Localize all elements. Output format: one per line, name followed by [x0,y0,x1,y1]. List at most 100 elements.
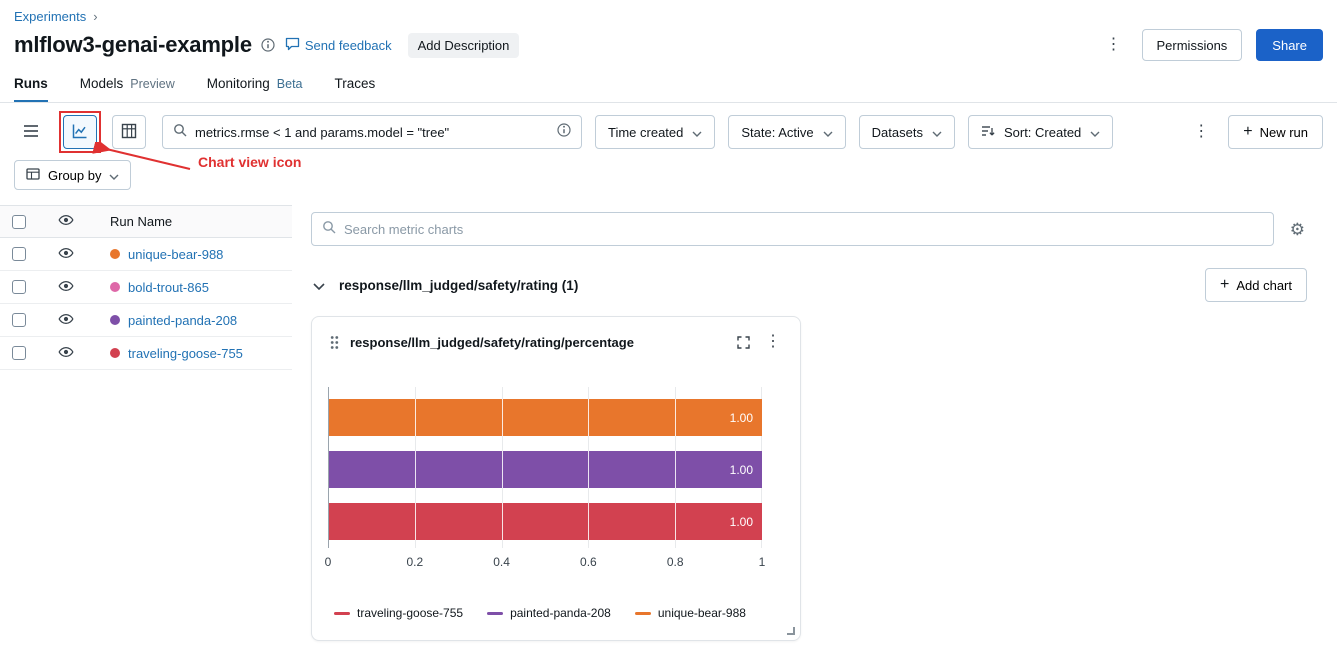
metric-charts-search-input[interactable] [344,221,1263,237]
tab-bar: Runs Models Preview Monitoring Beta Trac… [0,74,1337,103]
visibility-toggle[interactable] [56,244,110,265]
section-collapse-button[interactable] [311,276,327,295]
bar-value-label: 1.00 [729,410,753,425]
metric-section-header: response/llm_judged/safety/rating (1) + … [311,268,1307,302]
resize-handle[interactable] [787,627,795,635]
group-by-button[interactable]: Group by [14,160,132,190]
visibility-all-toggle[interactable] [56,211,110,232]
x-axis: 0 0.2 0.4 0.6 0.8 1 [325,548,766,570]
new-run-button[interactable]: + New run [1228,115,1323,149]
visibility-toggle[interactable] [56,310,110,331]
tab-models[interactable]: Models Preview [80,74,175,102]
legend-item[interactable]: unique-bear-988 [634,606,746,620]
visibility-toggle[interactable] [56,277,110,298]
breadcrumb-chevron-icon: › [93,9,98,24]
legend-label: painted-panda-208 [510,606,611,620]
run-link[interactable]: unique-bear-988 [128,246,224,262]
filter-time-created-label: Time created [608,124,684,140]
add-chart-button[interactable]: + Add chart [1205,268,1307,302]
search-info-icon[interactable] [557,122,571,142]
bar-chart-plot: 1.00 1.00 1.00 [328,387,762,548]
list-view-icon [23,124,39,141]
table-row: traveling-goose-755 [0,337,292,370]
run-color-dot [110,282,120,292]
run-link[interactable]: traveling-goose-755 [128,345,243,361]
row-checkbox[interactable] [12,313,26,327]
eye-icon [58,279,74,296]
group-by-label: Group by [48,167,102,183]
chart-bar: 1.00 [329,451,762,488]
filter-time-created[interactable]: Time created [595,115,716,149]
table-row: painted-panda-208 [0,304,292,337]
feedback-bubble-icon [285,37,300,54]
sort-dropdown-label: Sort: Created [1003,124,1082,140]
chart-kebab-menu[interactable]: ⋮ [762,331,784,353]
list-view-button[interactable] [14,115,48,149]
header-kebab-menu[interactable]: ⋮ [1100,33,1128,57]
eye-icon [58,345,74,362]
legend-swatch [634,611,651,615]
plus-icon: + [1243,123,1253,140]
new-run-label: New run [1259,124,1308,140]
run-name-column-header: Run Name [110,214,173,229]
metric-charts-search-box [311,212,1274,246]
table-row: unique-bear-988 [0,238,292,271]
send-feedback-label: Send feedback [304,37,392,53]
permissions-button[interactable]: Permissions [1141,29,1243,61]
info-icon[interactable] [261,38,275,52]
tab-traces-label: Traces [334,76,376,91]
run-link[interactable]: painted-panda-208 [128,312,238,328]
table-view-button[interactable] [112,115,146,149]
chart-view-button[interactable]: Chart view icon [59,111,301,170]
x-tick: 0.8 [666,555,684,569]
run-link[interactable]: bold-trout-865 [128,279,209,295]
row-checkbox[interactable] [12,346,26,360]
header-actions: ⋮ Permissions Share [1100,29,1323,61]
table-row: bold-trout-865 [0,271,292,304]
bar-value-label: 1.00 [729,514,753,529]
eye-icon [58,312,74,329]
tab-monitoring-label: Monitoring [206,76,270,91]
toolbar-kebab-menu[interactable]: ⋮ [1187,120,1215,144]
runs-table-header: Run Name [0,205,292,238]
run-color-dot [110,315,120,325]
plus-icon: + [1220,276,1230,293]
sort-dropdown[interactable]: Sort: Created [967,115,1114,149]
legend-label: unique-bear-988 [657,606,746,620]
run-color-dot [110,348,120,358]
tab-monitoring[interactable]: Monitoring Beta [207,74,303,102]
sort-icon [981,125,995,140]
gear-icon[interactable]: ⚙ [1289,219,1305,239]
filter-datasets[interactable]: Datasets [858,115,955,149]
add-description-button[interactable]: Add Description [407,32,520,58]
search-icon [322,220,336,239]
tab-models-tag: Preview [130,76,175,91]
charts-search-row: ⚙ [311,212,1307,246]
chart-legend: traveling-goose-755 painted-panda-208 un… [328,606,784,620]
tab-traces[interactable]: Traces [335,74,376,102]
filter-state[interactable]: State: Active [728,115,846,149]
drag-handle-icon[interactable] [328,333,341,352]
group-by-icon [26,167,40,183]
runs-table: Run Name unique-bear-988 [0,205,292,370]
x-tick: 0.6 [580,555,597,569]
chevron-down-icon [932,125,942,140]
legend-item[interactable]: traveling-goose-755 [334,606,463,620]
tab-runs[interactable]: Runs [14,74,48,102]
chevron-down-icon [109,168,119,183]
select-all-checkbox[interactable] [12,214,26,229]
row-checkbox[interactable] [12,280,26,294]
breadcrumb-experiments-link[interactable]: Experiments [14,9,87,24]
send-feedback-link[interactable]: Send feedback [285,37,392,54]
legend-swatch [487,611,504,615]
filter-datasets-label: Datasets [871,124,923,140]
runs-search-input[interactable] [195,124,549,140]
expand-icon[interactable] [734,333,753,352]
bar-value-label: 1.00 [729,462,753,477]
tab-runs-label: Runs [14,76,48,91]
legend-item[interactable]: painted-panda-208 [487,606,611,620]
row-checkbox[interactable] [12,247,26,261]
visibility-toggle[interactable] [56,343,110,364]
share-button[interactable]: Share [1256,29,1323,61]
metric-section-title: response/llm_judged/safety/rating (1) [339,277,579,293]
